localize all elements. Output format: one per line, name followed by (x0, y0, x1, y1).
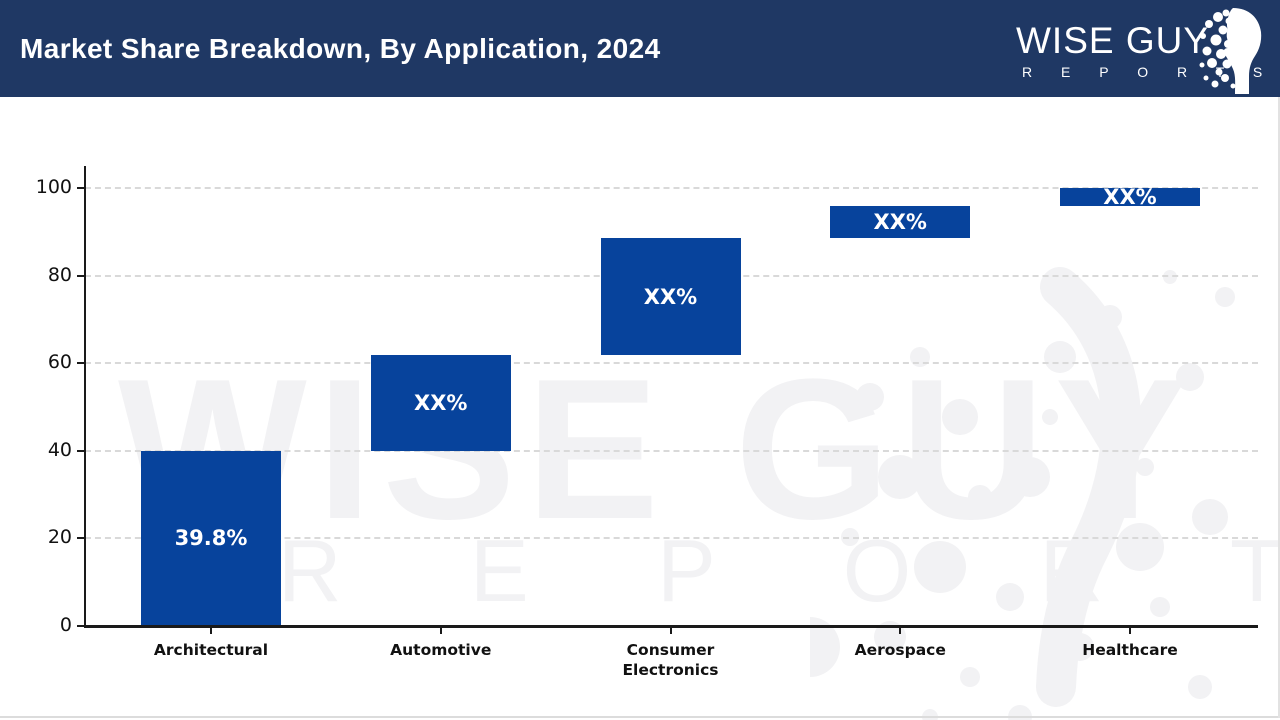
y-tick-mark (77, 537, 84, 539)
gridline-y-60 (85, 362, 1258, 364)
value-label-architectural: 39.8% (174, 526, 248, 551)
y-tick-label-100: 100 (35, 176, 72, 198)
x-tick-label-automotive: Automotive (390, 640, 492, 659)
y-tick-mark (77, 449, 84, 452)
x-tick-mark (1129, 627, 1131, 634)
x-tick-label-architectural: Architectural (153, 640, 269, 659)
watermark-head-dots-icon (810, 267, 1235, 720)
x-tick-mark (669, 627, 672, 634)
x-tick-mark (210, 627, 212, 634)
wise-guy-reports-logo: WISE GUY R E P O R T S (1016, 6, 1275, 94)
x-tick-label-healthcare: Healthcare (1082, 640, 1178, 659)
logo-wordmark: WISE GUY (1016, 20, 1210, 61)
y-tick-label-20: 20 (47, 526, 72, 548)
value-label-aerospace: XX% (873, 209, 927, 234)
x-tick-mark (439, 627, 442, 634)
page-title: Market Share Breakdown, By Application, … (20, 32, 661, 64)
bottom-border-line (0, 716, 1280, 718)
x-tick-mark (899, 627, 902, 634)
x-axis-line (85, 625, 1258, 628)
bar-consumer-electronics (600, 237, 741, 356)
bar-architectural (141, 451, 281, 626)
y-axis-line (83, 166, 86, 628)
gridline-y-100 (85, 187, 1258, 189)
x-tick-label-aerospace: Aerospace (854, 640, 946, 659)
value-label-healthcare: XX% (1103, 184, 1157, 209)
y-tick-label-40: 40 (47, 438, 72, 461)
chart-area: WISE GUY R E P O R T S (0, 97, 1280, 720)
y-tick-mark (77, 362, 84, 364)
value-label-automotive: XX% (414, 391, 468, 416)
logo-subtitle: R E P O R T S (1022, 64, 1275, 80)
y-tick-mark (77, 274, 84, 277)
bar-healthcare (1060, 188, 1200, 206)
bar-aerospace (830, 205, 971, 238)
x-tick-label-consumer-electronics: Consumer Electronics (622, 640, 719, 680)
bar-automotive (370, 355, 511, 452)
value-label-consumer-electronics: XX% (643, 284, 698, 309)
right-border-line (1278, 97, 1280, 718)
y-tick-mark (77, 187, 84, 189)
y-tick-label-0: 0 (59, 613, 72, 636)
y-tick-mark (77, 624, 84, 627)
gridline-y-20 (85, 537, 1258, 539)
y-tick-label-80: 80 (47, 263, 72, 286)
header-bar: Market Share Breakdown, By Application, … (0, 0, 1280, 97)
logo-text: WISE GUY R E P O R T S (1016, 20, 1275, 80)
gridline-y-40 (85, 449, 1258, 452)
logo-head-icon (1199, 8, 1262, 94)
y-tick-label-60: 60 (47, 351, 72, 373)
